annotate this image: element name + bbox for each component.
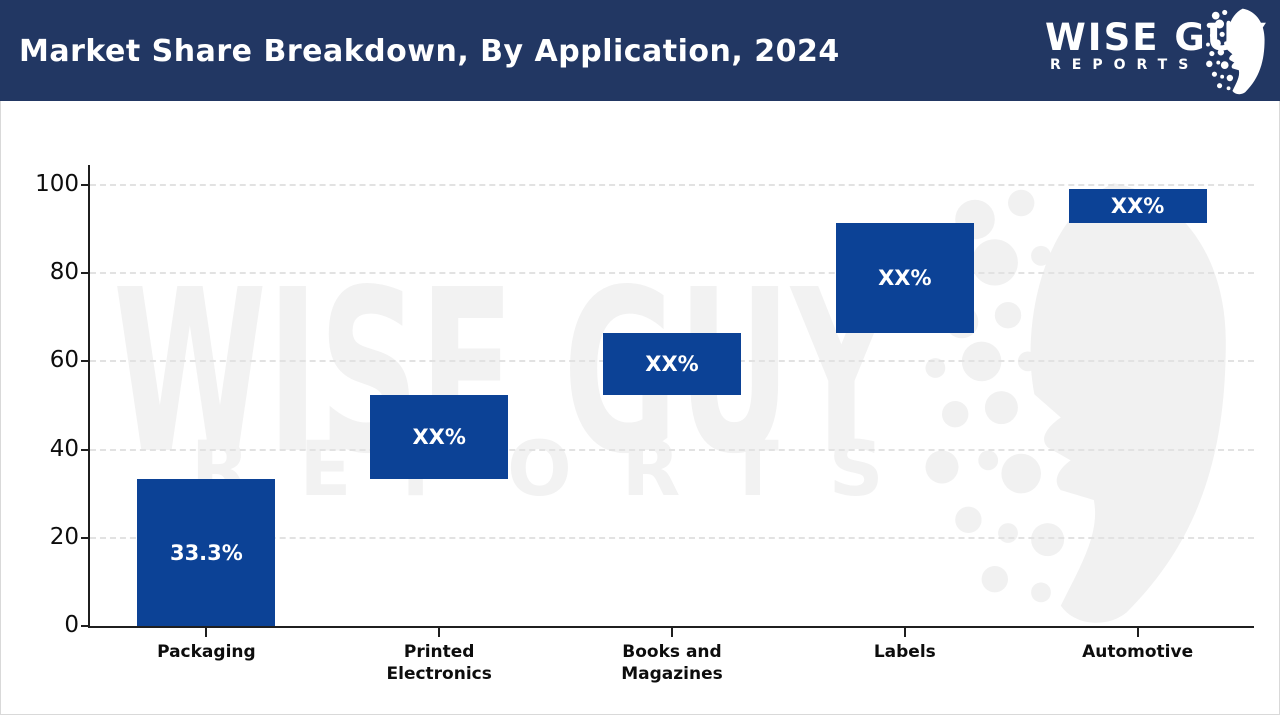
x-tick-label: Books and Magazines [621,642,723,685]
logo-subtext: REPORTS [1050,57,1200,73]
y-tick [81,448,90,451]
bar-value-label: XX% [1110,194,1165,219]
bar-printed-electronics: XX% [370,394,509,480]
x-tick [205,628,208,637]
x-tick [671,628,673,637]
page-title: Market Share Breakdown, By Application, … [19,34,840,69]
header: Market Share Breakdown, By Application, … [0,0,1280,101]
y-tick-label: 20 [49,523,79,550]
x-axis-line [88,626,1254,628]
x-tick-label: Packaging [157,642,256,662]
wise-guy-logo: WISE GUY REPORTS [1020,0,1270,101]
y-tick [81,272,90,275]
bar-value-label: XX% [645,352,699,377]
x-tick-label: Labels [873,642,936,662]
chart-area: 0 20 40 60 80 100 33.3% XX% XX% XX% XX% Packaging Pr… [1,101,1279,714]
watermark-reports-text: REPORTS [191,424,934,513]
gridline [90,272,1254,275]
x-tick [1136,628,1139,637]
bar-value-label: XX% [412,425,466,450]
y-tick-label: 80 [49,259,79,286]
bar-labels: XX% [835,223,974,334]
gridline [90,184,1254,186]
bar-value-label: XX% [878,266,932,291]
bar-packaging: 33.3% [137,479,276,626]
y-axis-line [88,165,90,628]
head-silhouette-icon [1206,8,1265,95]
x-tick [903,628,906,637]
y-tick [81,625,90,627]
y-tick-label: 100 [35,171,79,197]
y-tick [81,184,90,186]
bar-books-and-magazines: XX% [603,333,741,395]
x-tick-label: Automotive [1082,642,1194,662]
y-tick-label: 60 [49,347,79,374]
y-tick-label: 40 [49,435,79,462]
y-tick [81,360,90,363]
bar-automotive: XX% [1068,189,1207,224]
x-tick [438,628,441,637]
x-tick-label: Printed Electronics [386,642,492,685]
chart-panel: WISE GUY REPORTS 0 20 40 60 80 100 33.3% XX% XX%… [0,101,1280,715]
gridline [90,448,1254,451]
y-tick [81,536,90,539]
gridline [90,536,1254,539]
y-tick-label: 0 [64,612,79,638]
bar-value-label: 33.3% [169,540,243,565]
